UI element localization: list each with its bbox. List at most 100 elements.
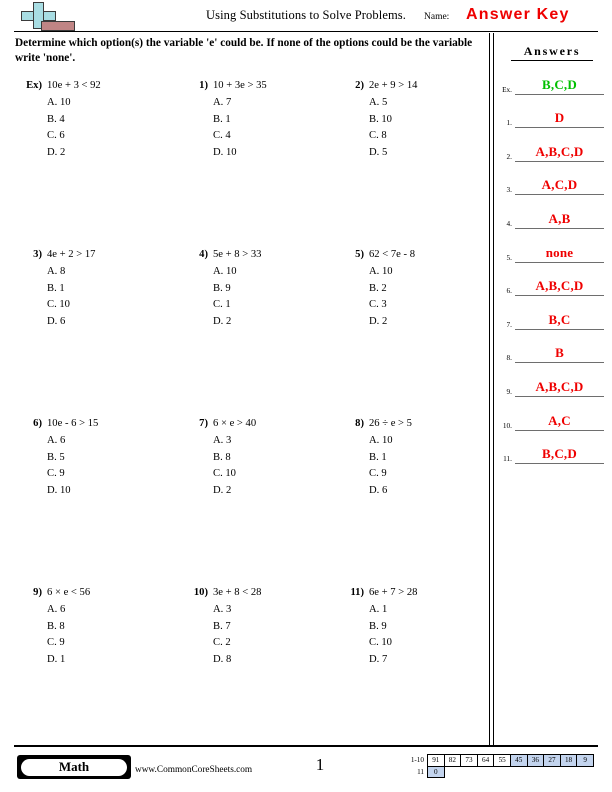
instructions-text: Determine which option(s) the variable '… [15, 37, 473, 64]
problem-option[interactable]: D. 1 [47, 654, 66, 666]
score-cell[interactable]: 91 [427, 754, 445, 767]
problem-option[interactable]: D. 10 [213, 147, 237, 159]
answer-row: 6. A,B,C,D [497, 263, 607, 297]
score-cell[interactable]: 55 [493, 754, 511, 767]
problem-option[interactable]: B. 9 [369, 620, 387, 632]
score-cell-empty [494, 766, 511, 778]
score-cell[interactable]: 9 [576, 754, 594, 767]
score-cell[interactable]: 27 [543, 754, 561, 767]
answer-blank-line[interactable] [515, 374, 604, 397]
problem-number: 6) [33, 418, 42, 429]
problem-option[interactable]: B. 1 [47, 282, 65, 294]
score-cell[interactable]: 82 [443, 754, 462, 767]
problem-option[interactable]: D. 2 [213, 485, 232, 497]
problem-number: 9) [33, 587, 42, 598]
answer-blank-line[interactable] [515, 206, 604, 229]
problem-option[interactable]: D. 2 [213, 316, 232, 328]
problem-number: 4) [199, 249, 208, 260]
problem-option[interactable]: A. 6 [47, 434, 66, 446]
score-table: 1-10 91 82 73 64 55 45 36 27 18 9 11 0 [398, 754, 594, 778]
problem-option[interactable]: C. 3 [369, 299, 387, 311]
problem-option[interactable]: A. 1 [369, 603, 388, 615]
problem-expression: 6 × e < 56 [47, 587, 91, 598]
problem-option[interactable]: A. 10 [47, 96, 71, 108]
problem-option[interactable]: C. 10 [369, 637, 392, 649]
problem-option[interactable]: A. 10 [213, 265, 237, 277]
problem-option[interactable]: B. 8 [47, 620, 65, 632]
answer-index: 7. [506, 319, 512, 329]
answer-blank-line[interactable] [515, 340, 604, 364]
problem-option[interactable]: C. 4 [213, 130, 231, 142]
answer-row: 1. D [497, 95, 607, 129]
problem-option[interactable]: B. 8 [213, 451, 231, 463]
answer-blank-line[interactable] [515, 240, 604, 263]
problem-option[interactable]: B. 4 [47, 113, 65, 125]
answer-blank-line[interactable] [515, 273, 604, 297]
answer-row: 4. A,B [497, 195, 607, 229]
problem-grid: Ex) 10e + 3 < 92 A. 10 B. 4 C. 6 D. 2 1) 10 + 3… [14, 78, 486, 754]
answer-blank-line[interactable] [515, 105, 604, 129]
problem-option[interactable]: C. 1 [213, 299, 231, 311]
problem-body: 62 < 7e - 8 A. 10 B. 2 C. 3 D. 2 [369, 247, 491, 331]
problem-body: 2e + 9 > 14 A. 5 B. 10 C. 8 D. 5 [369, 78, 491, 162]
answer-row: 9. A,B,C,D [497, 363, 607, 397]
problem-option[interactable]: B. 1 [369, 451, 387, 463]
problem-option[interactable]: B. 7 [213, 620, 231, 632]
score-cell[interactable]: 0 [427, 765, 445, 778]
problem-option[interactable]: B. 5 [47, 451, 65, 463]
problem-option[interactable]: C. 6 [47, 130, 65, 142]
problem-option[interactable]: A. 10 [369, 434, 393, 446]
problem-option[interactable]: A. 10 [369, 265, 393, 277]
problem-option[interactable]: A. 7 [213, 96, 232, 108]
problem-option[interactable]: D. 10 [47, 485, 71, 497]
answer-blank-line[interactable] [515, 72, 604, 95]
problem-option[interactable]: B. 10 [369, 113, 392, 125]
problem-expression: 26 ÷ e > 5 [369, 418, 412, 429]
problem-option[interactable]: A. 6 [47, 603, 66, 615]
answer-value: B,C,D [542, 76, 577, 92]
problem-option[interactable]: C. 9 [47, 637, 65, 649]
problem-option[interactable]: D. 2 [47, 147, 66, 159]
answer-blank-line[interactable] [515, 307, 604, 330]
problem-number: 3) [33, 249, 42, 260]
answer-blank-line[interactable] [515, 172, 604, 196]
answer-blank-line[interactable] [515, 441, 604, 465]
answer-value: B,C,D [542, 446, 577, 462]
problem-option[interactable]: C. 10 [47, 299, 70, 311]
problem-option[interactable]: A. 5 [369, 96, 388, 108]
problem-option[interactable]: B. 1 [213, 113, 231, 125]
answer-value: none [545, 244, 574, 260]
answer-index: 8. [506, 353, 512, 363]
score-cell[interactable]: 18 [559, 754, 578, 767]
answer-row: 5. none [497, 229, 607, 263]
problem-option[interactable]: C. 8 [369, 130, 387, 142]
problem-option[interactable]: C. 9 [47, 468, 65, 480]
answer-key-stamp: Answer Key [466, 6, 570, 23]
answers-column: Answers Ex. B,C,D 1. D 2. A,B,C,D 3. A,C,D 4. A,B… [497, 36, 607, 465]
problem-option[interactable]: A. 3 [213, 603, 232, 615]
problem-option[interactable]: B. 2 [369, 282, 387, 294]
answer-index: 9. [506, 386, 512, 396]
problem-body: 3e + 8 < 28 A. 3 B. 7 C. 2 D. 8 [213, 585, 335, 669]
problem-option[interactable]: C. 9 [369, 468, 387, 480]
answer-blank-line[interactable] [515, 139, 604, 162]
problem-option[interactable]: D. 6 [47, 316, 66, 328]
problem-option[interactable]: D. 2 [369, 316, 388, 328]
problem-option[interactable]: A. 8 [47, 265, 66, 277]
score-cell[interactable]: 64 [476, 754, 495, 767]
problem-option[interactable]: C. 2 [213, 637, 231, 649]
problem-option[interactable]: D. 7 [369, 654, 388, 666]
problem-row: 3) 4e + 2 > 17 A. 8 B. 1 C. 10 D. 6 4) 5e + 8 >… [14, 247, 486, 416]
problem-option[interactable]: A. 3 [213, 434, 232, 446]
problem-option[interactable]: D. 6 [369, 485, 388, 497]
score-cell[interactable]: 36 [526, 754, 545, 767]
answer-blank-line[interactable] [515, 408, 604, 431]
score-cell[interactable]: 45 [509, 754, 528, 767]
answers-heading: Answers [511, 44, 593, 61]
score-cell[interactable]: 73 [460, 754, 478, 767]
problem-expression: 4e + 2 > 17 [47, 249, 96, 260]
problem-option[interactable]: C. 10 [213, 468, 236, 480]
problem-option[interactable]: D. 5 [369, 147, 388, 159]
problem-option[interactable]: D. 8 [213, 654, 232, 666]
problem-option[interactable]: B. 9 [213, 282, 231, 294]
